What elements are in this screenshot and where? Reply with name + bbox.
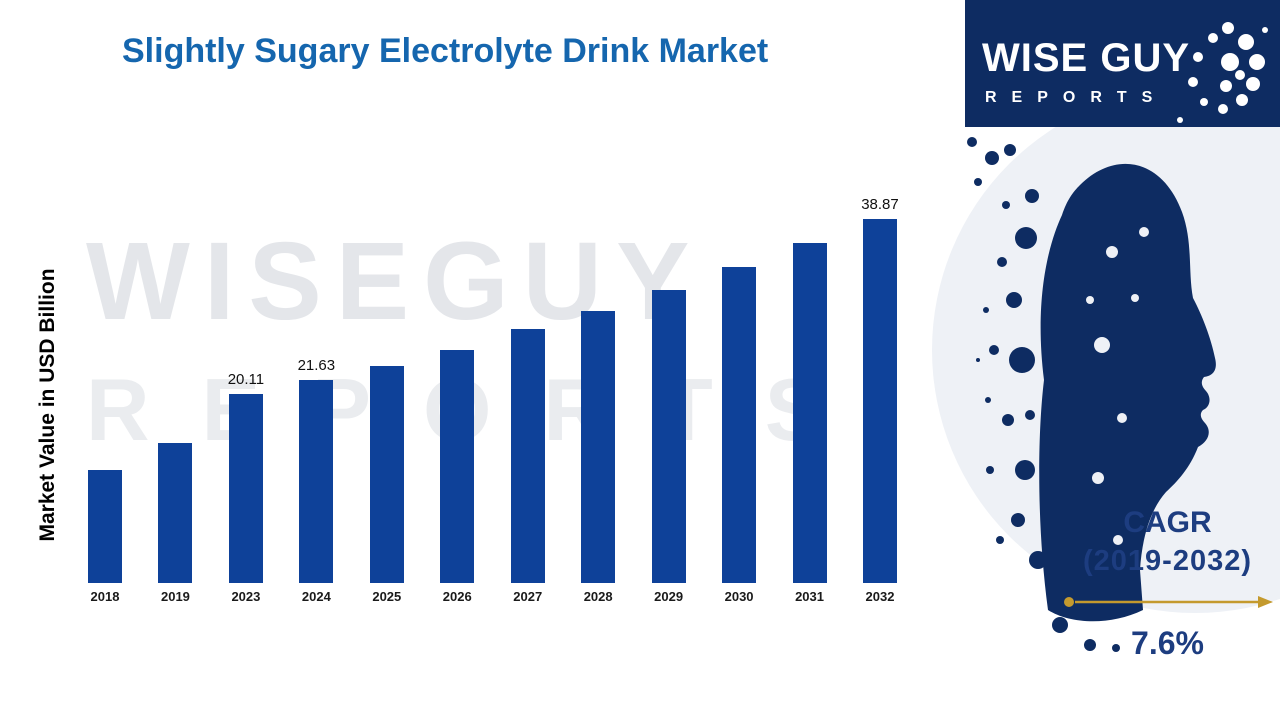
bar-column: 2027 — [493, 160, 563, 605]
cagr-label: CAGR — [1123, 506, 1212, 539]
bar-column: 20.11 2023 — [211, 160, 281, 605]
head-profile-graphic — [932, 0, 1280, 652]
bar-column: 2029 — [634, 160, 704, 605]
bar-column: 2031 — [775, 160, 845, 605]
bar — [581, 311, 616, 583]
bar — [299, 380, 334, 583]
bar — [228, 394, 263, 583]
logo-wordmark: WISE GUY — [982, 36, 1191, 80]
x-axis-label: 2023 — [231, 589, 261, 604]
brand-logo: WISE GUY REPORTS — [982, 36, 1222, 107]
x-axis-label: 2019 — [160, 589, 190, 604]
bar-value-label: 21.63 — [297, 357, 336, 374]
x-axis-label: 2032 — [865, 589, 895, 604]
bar-column: 2030 — [704, 160, 774, 605]
x-axis-label: 2018 — [90, 589, 120, 604]
bar-column: 2019 — [140, 160, 210, 605]
x-axis-label: 2028 — [583, 589, 613, 604]
cagr-block: CAGR (2019-2032) 7.6% — [1055, 506, 1280, 662]
bar — [651, 290, 686, 583]
bar-column: 2018 — [70, 160, 140, 605]
bar — [158, 443, 193, 583]
bar-column: 2026 — [422, 160, 492, 605]
x-axis-label: 2030 — [724, 589, 754, 604]
cagr-arrow-icon — [1055, 594, 1280, 615]
bar-column: 38.87 2032 — [845, 160, 915, 605]
bar — [510, 329, 545, 583]
cagr-range: (2019-2032) — [1083, 545, 1252, 577]
bar — [88, 470, 122, 583]
bar — [792, 243, 827, 583]
bar — [440, 350, 475, 583]
bar — [722, 267, 757, 583]
x-axis-label: 2027 — [513, 589, 543, 604]
y-axis-label: Market Value in USD Billion — [36, 268, 59, 542]
bar-value-label: 20.11 — [227, 371, 265, 388]
page-title: Slightly Sugary Electrolyte Drink Market — [122, 32, 769, 70]
x-axis-label: 2031 — [795, 589, 824, 604]
x-axis-label: 2025 — [372, 589, 402, 604]
bar — [862, 219, 897, 583]
x-axis-label: 2026 — [442, 589, 472, 604]
bar-column: 21.63 2024 — [281, 160, 351, 605]
bar-value-label: 38.87 — [861, 196, 899, 213]
logo-reports: REPORTS — [985, 89, 1168, 106]
logo-head-icon — [1177, 22, 1268, 123]
x-axis-label: 2029 — [654, 589, 684, 604]
bar-column: 2025 — [352, 160, 422, 605]
bar-chart: 2018 2019 20.11 2023 21.63 2024 2025 2026 2027 20… — [70, 160, 915, 605]
x-axis-label: 2024 — [301, 589, 331, 604]
bar — [369, 366, 404, 583]
bar-column: 2028 — [563, 160, 633, 605]
cagr-value: 7.6% — [1131, 625, 1204, 661]
